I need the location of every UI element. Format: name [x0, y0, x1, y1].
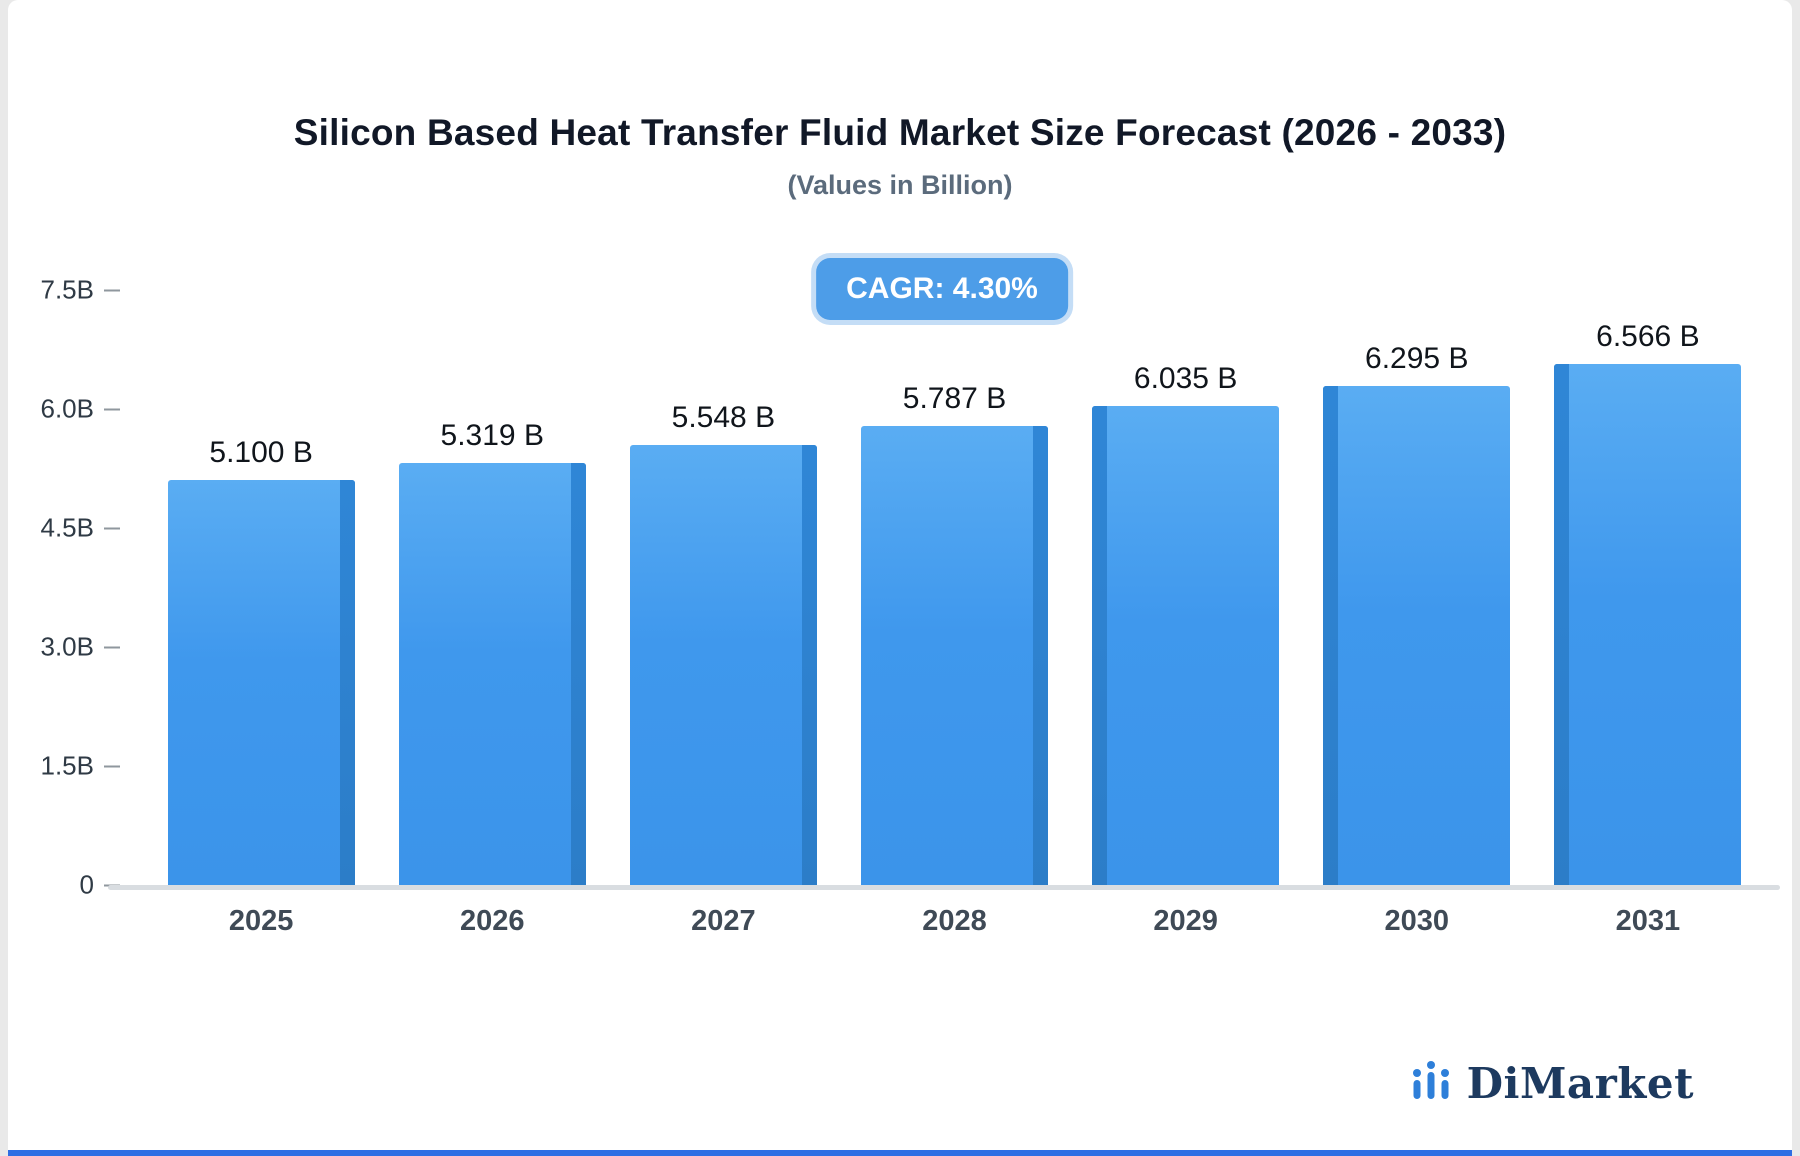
bar-value-label: 5.100 B	[209, 436, 313, 470]
bar-column: 6.035 B	[1091, 290, 1281, 885]
chart-card: Silicon Based Heat Transfer Fluid Market…	[8, 0, 1792, 1156]
x-axis-label: 2027	[691, 905, 756, 937]
bar	[629, 444, 817, 886]
bar-value-label: 6.566 B	[1596, 320, 1700, 354]
bar	[398, 463, 586, 885]
bottom-accent-bar	[8, 1150, 1792, 1156]
bar-value-label: 6.295 B	[1365, 341, 1469, 375]
bar-chart-icon	[1407, 1057, 1455, 1110]
bar	[167, 480, 355, 885]
y-tick: 6.0B	[40, 393, 120, 425]
cagr-badge: CAGR: 4.30%	[816, 258, 1068, 320]
y-tick-mark	[104, 289, 120, 291]
bar	[1554, 364, 1742, 885]
y-tick: 1.5B	[40, 750, 120, 782]
x-axis-label: 2031	[1615, 905, 1681, 937]
x-axis-labels: 2025 2026 2027 2028 2029 2030 2031	[125, 905, 1784, 938]
bar-column: 5.100 B	[166, 290, 356, 885]
plot-area: 5.100 B 5.319 B 5.548 B 5.787 B 6.035 B 6.295…	[125, 290, 1784, 886]
y-tick-mark	[104, 765, 120, 767]
x-axis-label: 2030	[1384, 905, 1449, 937]
bar-column: 5.787 B	[860, 290, 1050, 886]
bar-column: 5.548 B	[628, 290, 818, 886]
page-title: Silicon Based Heat Transfer Fluid Market…	[293, 112, 1507, 153]
x-axis-baseline	[108, 885, 1780, 890]
bar-chart: 7.5B 6.0B 4.5B 3.0B 1.5B 0 5.100 B 5.319 B 5.54…	[8, 0, 1792, 1156]
y-tick-label: 6.0B	[40, 393, 95, 424]
y-tick-label: 4.5B	[40, 512, 95, 543]
bar-column: 6.295 B	[1322, 290, 1512, 886]
bar	[1323, 385, 1511, 886]
bar-column: 6.566 B	[1553, 290, 1743, 885]
x-axis-label: 2025	[228, 905, 294, 937]
y-tick-mark	[104, 646, 120, 648]
y-tick: 7.5B	[40, 274, 120, 306]
bar	[861, 425, 1048, 886]
bar-column: 5.319 B	[397, 290, 587, 885]
y-tick-label: 1.5B	[40, 750, 95, 781]
y-tick-label: 0	[79, 869, 94, 900]
bar	[1092, 406, 1280, 885]
y-tick: 3.0B	[40, 631, 120, 663]
x-axis-label: 2026	[459, 905, 525, 937]
y-tick: 4.5B	[40, 512, 120, 544]
bar-value-label: 5.319 B	[440, 419, 544, 453]
y-tick-label: 7.5B	[40, 274, 95, 305]
bar-value-label: 6.035 B	[1133, 362, 1238, 396]
logo-text: DiMarket	[1466, 1059, 1694, 1108]
x-axis-label: 2028	[922, 905, 987, 937]
y-tick-label: 3.0B	[40, 631, 95, 662]
bar-value-label: 5.787 B	[902, 381, 1007, 415]
bar-value-label: 5.548 B	[671, 400, 776, 434]
brand-logo: DiMarket	[1407, 1057, 1694, 1110]
y-tick-mark	[104, 527, 120, 529]
y-axis: 7.5B 6.0B 4.5B 3.0B 1.5B 0	[8, 275, 120, 900]
page-subtitle: (Values in Billion)	[787, 170, 1013, 200]
x-axis-label: 2029	[1153, 905, 1218, 937]
y-tick-mark	[104, 408, 120, 410]
